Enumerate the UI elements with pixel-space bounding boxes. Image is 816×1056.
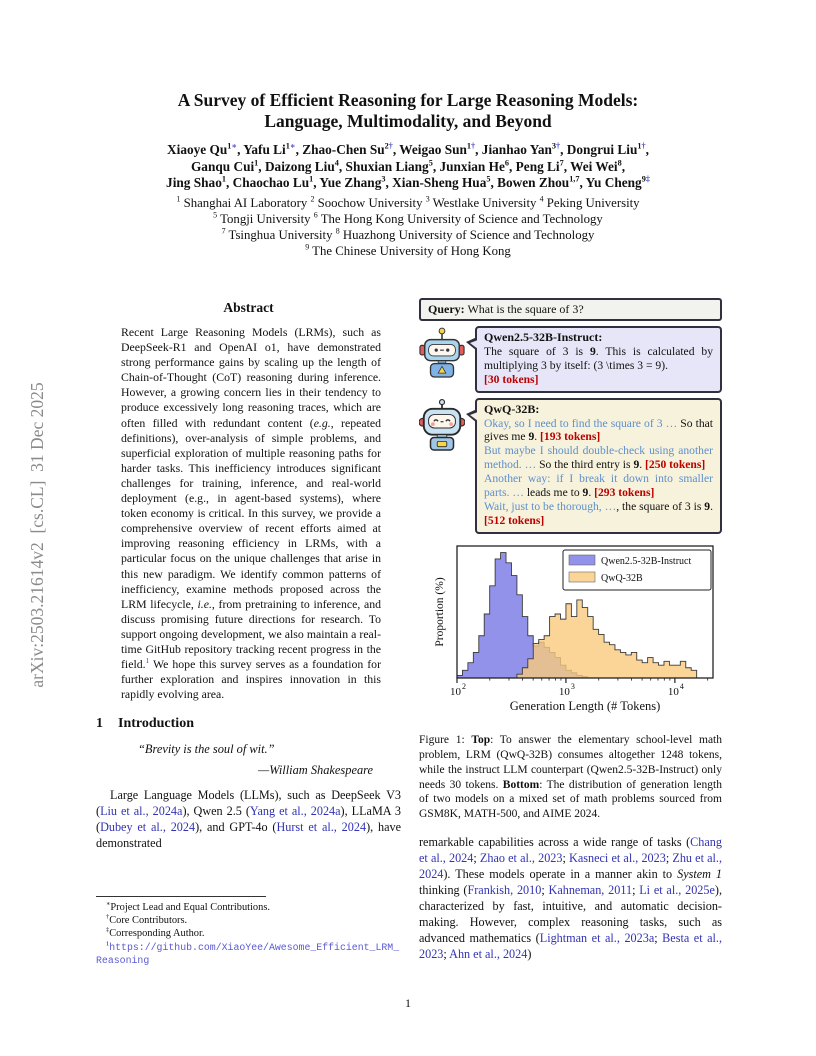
affiliation-line: 7 Tsinghua University 8 Huazhong Univers…	[221, 226, 595, 242]
qwq-model-name: QwQ-32B:	[484, 401, 540, 416]
footnote: ∗Project Lead and Equal Contributions.	[106, 900, 270, 913]
qwq-response-bubble: QwQ-32B: Okay, so I need to find the squ…	[466, 397, 722, 534]
svg-text:2: 2	[462, 682, 466, 691]
author-list: Xiaoye Qu1∗, Yafu Li1∗, Zhao-Chen Su2†, …	[96, 142, 720, 192]
svg-text:10: 10	[668, 686, 680, 698]
generation-length-histogram: 10 2 10 3 10 4 Generation Length (# Tokens) Pro…	[433, 542, 722, 723]
svg-text:Generation Length (# Tokens): Generation Length (# Tokens)	[510, 699, 661, 713]
epigraph-attribution: —William Shakespeare	[258, 763, 373, 778]
figure-1-caption: Figure 1: Top: To answer the elementary …	[419, 733, 722, 821]
footnote-github-link[interactable]: 1https://github.com/XiaoYee/Awesome_Effi…	[96, 940, 400, 966]
page-number: 1	[405, 996, 411, 1010]
title-line-1: A Survey of Efficient Reasoning for Larg…	[177, 90, 639, 110]
title-line-2: Language, Multimodality, and Beyond	[264, 111, 552, 131]
abstract-heading: Abstract	[223, 300, 274, 315]
affiliation-list: 1 Shanghai AI Laboratory 2 Soochow Unive…	[96, 195, 720, 259]
left-column: Abstract Recent Large Reasoning Models (…	[96, 298, 401, 852]
abstract-text: Recent Large Reasoning Models (LRMs), su…	[121, 325, 381, 702]
qwen-response-row: Qwen2.5-32B-Instruct: The square of 3 is…	[419, 326, 722, 393]
affiliation-line: 5 Tongji University 6 The Hong Kong Univ…	[213, 210, 603, 226]
section-title: Introduction	[118, 716, 194, 732]
arxiv-watermark: arXiv:2503.21614v2 [cs.CL] 31 Dec 2025	[27, 382, 47, 688]
paper-header: A Survey of Efficient Reasoning for Larg…	[96, 90, 720, 259]
figure-1: Query: What is the square of 3?	[418, 298, 722, 822]
svg-text:10: 10	[559, 686, 571, 698]
svg-text:Proportion (%): Proportion (%)	[434, 577, 446, 646]
footnote-block: ∗Project Lead and Equal Contributions. †…	[96, 896, 401, 967]
qwq-response-text: Okay, so I need to find the square of 3 …	[484, 416, 714, 527]
robot-instruct-icon	[419, 326, 465, 387]
footnote: ‡Corresponding Author.	[106, 926, 205, 940]
qwen-response-bubble: Qwen2.5-32B-Instruct: The square of 3 is…	[466, 326, 722, 393]
section-heading-introduction: 1 Introduction	[96, 716, 401, 732]
query-box: Query: What is the square of 3?	[419, 298, 722, 321]
qwen-model-name: Qwen2.5-32B-Instruct:	[484, 330, 603, 344]
svg-text:Qwen2.5-32B-Instruct: Qwen2.5-32B-Instruct	[601, 556, 691, 567]
svg-text:10: 10	[450, 686, 462, 698]
svg-text:4: 4	[680, 682, 684, 691]
footnote: †Core Contributors.	[106, 913, 188, 927]
qwq-response-row: QwQ-32B: Okay, so I need to find the squ…	[418, 397, 722, 534]
footnote-rule	[96, 896, 266, 897]
author-line: Ganqu Cui1, Daizong Liu4, Shuxian Liang5…	[190, 158, 626, 174]
intro-paragraph: Large Language Models (LLMs), such as De…	[96, 788, 401, 851]
svg-text:QwQ-32B: QwQ-32B	[601, 573, 643, 584]
qwen-response-text: The square of 3 is 9. This is calculated…	[484, 344, 713, 386]
intro-paragraph-continued: remarkable capabilities across a wide ra…	[419, 835, 723, 961]
affiliation-line: 1 Shanghai AI Laboratory 2 Soochow Unive…	[176, 194, 640, 210]
svg-text:3: 3	[571, 682, 575, 691]
epigraph-quote: “Brevity is the soul of wit.”	[138, 742, 275, 757]
right-column: Query: What is the square of 3?	[418, 298, 723, 962]
author-line: Xiaoye Qu1∗, Yafu Li1∗, Zhao-Chen Su2†, …	[167, 141, 649, 157]
section-number: 1	[96, 716, 103, 732]
robot-reasoner-icon	[418, 398, 466, 461]
paper-title: A Survey of Efficient Reasoning for Larg…	[96, 90, 720, 132]
author-line: Jing Shao1, Chaochao Lu1, Yue Zhang3, Xi…	[166, 174, 650, 190]
affiliation-line: 9 The Chinese University of Hong Kong	[305, 242, 511, 258]
